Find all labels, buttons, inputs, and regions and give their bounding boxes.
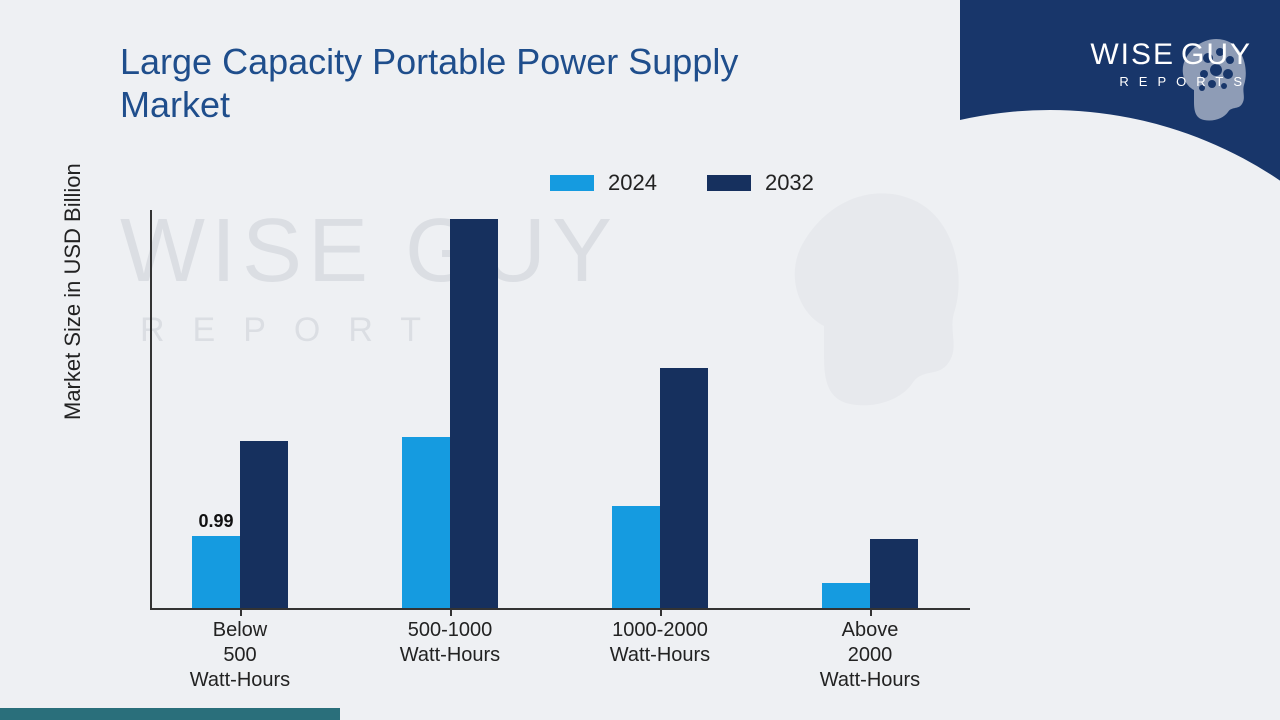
bar	[450, 219, 498, 608]
brand-logo: WISEGUY REPORTS	[1090, 38, 1252, 89]
bar	[240, 441, 288, 608]
brand-word-1: WISE	[1090, 38, 1175, 71]
bar	[822, 583, 870, 608]
bar	[612, 506, 660, 608]
brand-line2: REPORTS	[1090, 74, 1252, 89]
legend-item-2032: 2032	[707, 170, 814, 196]
chart-title: Large Capacity Portable Power Supply Mar…	[120, 40, 840, 126]
bar	[192, 536, 240, 608]
category-label: Above2000Watt-Hours	[780, 618, 960, 693]
chart-region: 2024 2032 Market Size in USD Billion 0.9…	[80, 170, 980, 670]
category-label: 500-1000Watt-Hours	[360, 618, 540, 668]
category-label: 1000-2000Watt-Hours	[570, 618, 750, 668]
accent-bar	[0, 708, 340, 720]
legend-item-2024: 2024	[550, 170, 657, 196]
legend-label-2024: 2024	[608, 170, 657, 196]
brand-line1: WISEGUY	[1090, 38, 1252, 72]
legend: 2024 2032	[550, 170, 814, 196]
category-label: Below500Watt-Hours	[150, 618, 330, 693]
legend-label-2032: 2032	[765, 170, 814, 196]
legend-swatch-2032	[707, 175, 751, 191]
y-axis-label: Market Size in USD Billion	[60, 163, 86, 420]
brand-word-2: GUY	[1181, 38, 1252, 71]
bar	[870, 539, 918, 608]
chart-card: WISE GUY REPORTS Large Capacity Portable…	[0, 0, 1280, 720]
bar	[402, 437, 450, 608]
legend-swatch-2024	[550, 175, 594, 191]
bar	[660, 368, 708, 608]
plot-area: 0.99	[150, 210, 970, 610]
x-axis-labels: Below500Watt-Hours 500-1000Watt-Hours 1000…	[150, 612, 970, 702]
